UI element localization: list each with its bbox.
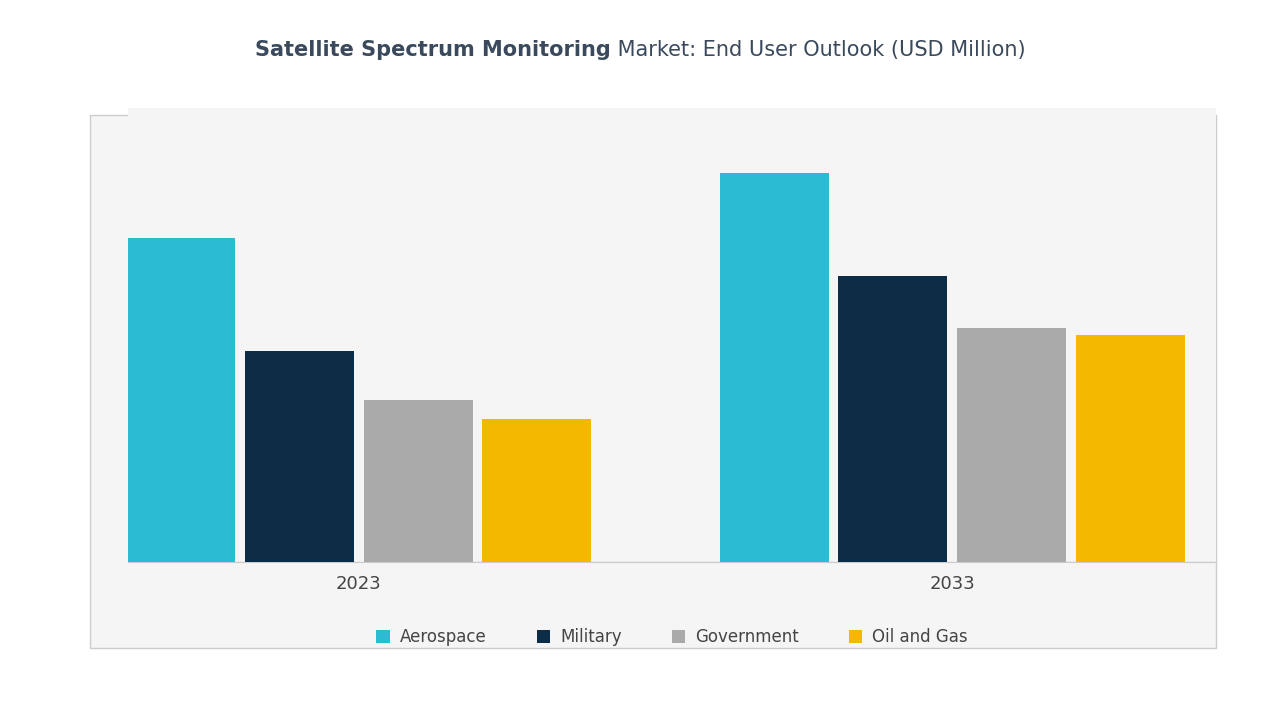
Bar <box>1075 335 1185 562</box>
Bar <box>244 351 355 562</box>
Bar <box>838 276 947 562</box>
Legend: Aerospace, Military, Government, Oil and Gas: Aerospace, Military, Government, Oil and… <box>370 622 974 653</box>
Text: Market: End User Outlook (USD Million): Market: End User Outlook (USD Million) <box>611 40 1025 60</box>
Bar <box>364 400 472 562</box>
Bar <box>483 419 591 562</box>
Bar <box>957 328 1066 562</box>
Bar <box>127 238 236 562</box>
Bar <box>719 173 829 562</box>
Text: Satellite Spectrum Monitoring: Satellite Spectrum Monitoring <box>255 40 611 60</box>
